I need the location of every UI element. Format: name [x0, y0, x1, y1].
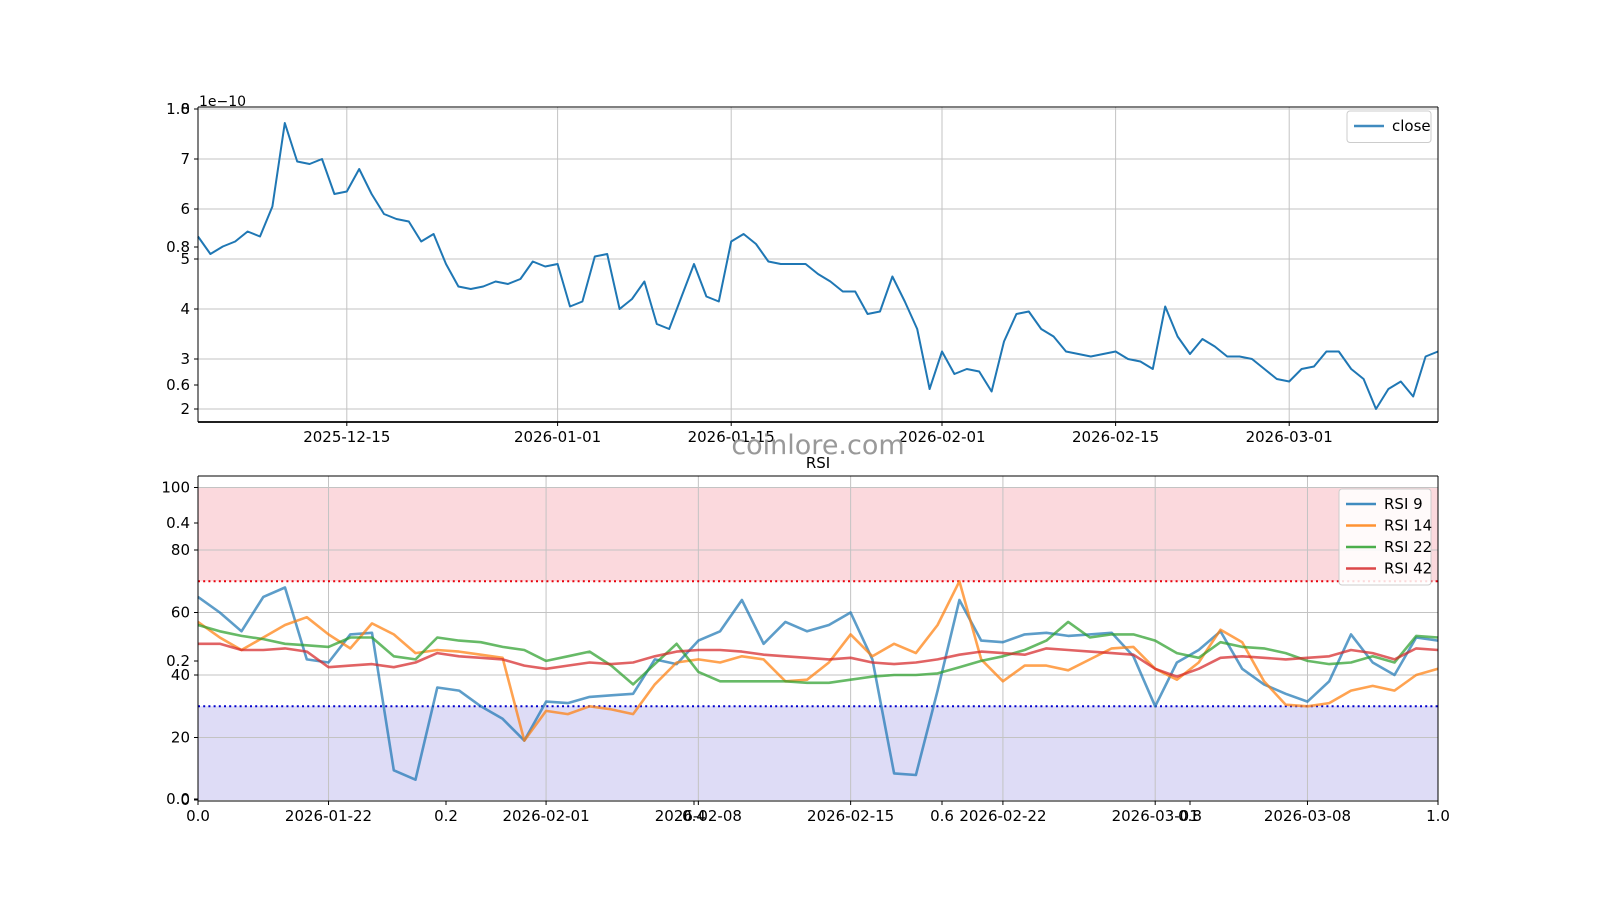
- rsi-y-tick-label: 60: [171, 604, 190, 622]
- rsi-x-tick-label: 2026-02-08: [655, 807, 742, 825]
- rsi-x-tick-label: 2026-02-22: [959, 807, 1046, 825]
- rsi-line: [197, 586, 1439, 782]
- price-x-tick-label: 2026-02-01: [898, 428, 985, 446]
- price-y-tick-label: 8: [180, 100, 190, 118]
- rsi-line: [197, 579, 1439, 742]
- price-y-tick-label: 5: [180, 250, 190, 268]
- overlay-x-tick-label: 0.0: [186, 807, 210, 825]
- rsi-x-tick-label: 2026-01-22: [285, 807, 372, 825]
- overlay-x-tick-label: 1.0: [1426, 807, 1450, 825]
- overlay-y-tick-label: 0.8: [166, 238, 190, 256]
- rsi-legend-label: RSI 14: [1384, 517, 1432, 535]
- price-y-tick-label: 2: [180, 400, 190, 418]
- price-y-tick-label: 6: [180, 200, 190, 218]
- overlay-y-tick-label: 0.0: [166, 790, 190, 808]
- price-x-tick-label: 2025-12-15: [303, 428, 390, 446]
- price-y-tick-label: 7: [180, 150, 190, 168]
- rsi-x-tick-label: 2026-02-15: [807, 807, 894, 825]
- price-legend-box: [1346, 110, 1432, 143]
- rsi-y-tick-label: 20: [171, 729, 190, 747]
- price-x-tick-label: 2026-02-15: [1072, 428, 1159, 446]
- rsi-band: [198, 487, 1438, 582]
- rsi-x-tick-label: 2026-03-08: [1264, 807, 1351, 825]
- rsi-band: [198, 706, 1438, 800]
- overlay-x-tick-label: 0.4: [682, 807, 706, 825]
- rsi-x-tick-label: 2026-02-01: [502, 807, 589, 825]
- rsi-legend-label: RSI 22: [1384, 538, 1432, 556]
- watermark: coinlore.com: [731, 430, 904, 461]
- price-x-tick-label: 2026-03-01: [1246, 428, 1333, 446]
- price-x-tick-label: 2026-01-15: [688, 428, 775, 446]
- price-x-tick-label: 2026-01-01: [514, 428, 601, 446]
- rsi-line: [198, 642, 1439, 678]
- rsi-line: [197, 620, 1439, 686]
- rsi-y-tick-label: 80: [171, 541, 190, 559]
- overlay-y-tick-label: 0.4: [166, 514, 190, 532]
- rsi-legend-label: RSI 9: [1384, 495, 1423, 513]
- rsi-x-tick-label: 2026-03-01: [1112, 807, 1199, 825]
- y-axis-offset-label: 1e−10: [199, 94, 246, 110]
- price-legend-label: close: [1392, 117, 1431, 135]
- rsi-y-tick-label: 100: [161, 479, 190, 497]
- price-y-tick-label: 4: [180, 300, 190, 318]
- rsi-chart-title: RSI: [806, 454, 830, 472]
- overlay-y-tick-label: 1.0: [166, 100, 190, 118]
- rsi-legend-label: RSI 42: [1384, 560, 1432, 578]
- close-line: [197, 122, 1439, 410]
- rsi-y-tick-label: 40: [171, 666, 190, 684]
- overlay-x-tick-label: 0.8: [1178, 807, 1202, 825]
- price-y-tick-label: 3: [180, 350, 190, 368]
- overlay-y-tick-label: 0.6: [166, 376, 190, 394]
- overlay-x-tick-label: 0.6: [930, 807, 954, 825]
- overlay-x-tick-label: 0.2: [434, 807, 458, 825]
- rsi-legend-box: [1338, 488, 1432, 586]
- rsi-y-tick-label: 0: [180, 791, 190, 809]
- overlay-y-tick-label: 0.2: [166, 652, 190, 670]
